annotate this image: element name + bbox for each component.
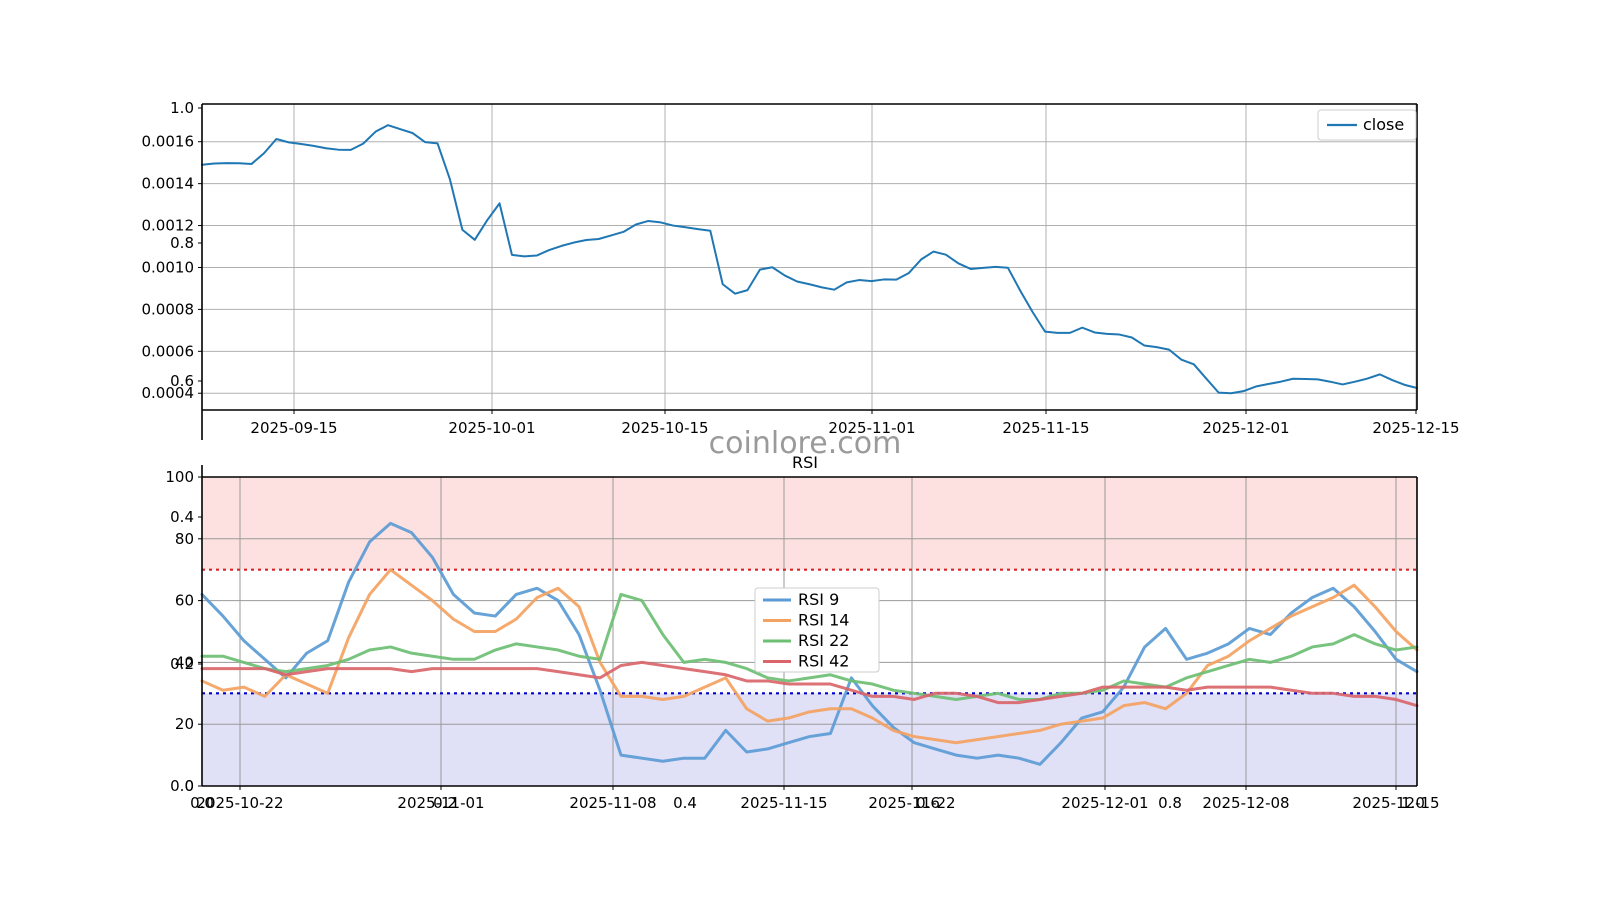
rsi-xtick-label: 2025-10-22 [196,794,283,812]
price-close-line [201,124,1418,395]
price-panel: 0.0004 0.0006 0.0008 0.0010 0.0012 0.0014 0.00… [142,99,1460,440]
rsi-overlay-xtick-label: 0.8 [1158,794,1182,812]
rsi-xtick-label: 2025-11-08 [569,794,656,812]
rsi-legend-label-rsi-42: RSI 42 [798,652,849,671]
price-xtick-label: 2025-11-01 [828,419,915,437]
price-xtick-label: 2025-12-15 [1372,419,1459,437]
rsi-ytick-label: 20 [175,715,194,733]
rsi-ytick-label: 100 [165,468,194,486]
rsi-overlay-xtick-label: 0.0 [190,794,214,812]
rsi-xtick-label: 2025-12-15 [1352,794,1439,812]
rsi-overlay-ytick-label: 0.0 [170,777,194,795]
rsi-panel-title: RSI [792,453,818,472]
rsi-overlay-xtick-label: 0.2 [433,794,457,812]
rsi-legend-box [754,587,880,673]
rsi-overlay-ytick-label: 0.2 [170,655,194,673]
price-xtick-label: 2025-12-01 [1202,419,1289,437]
price-legend-box [1317,109,1417,141]
price-plot-area [202,104,1417,410]
rsi-xtick-label: 2025-11-15 [740,794,827,812]
rsi-ytick-label: 0 [184,777,194,795]
price-ytick-label: 0.0008 [142,300,195,318]
rsi-line-rsi-14 [200,568,1419,745]
rsi-legend-label-rsi-22: RSI 22 [798,631,849,650]
rsi-xtick-label: 2025-11-01 [397,794,484,812]
rsi-xtick-label: 2025-12-01 [1061,794,1148,812]
rsi-oversold-band [202,693,1417,786]
rsi-xtick-label: 2025-11-22 [868,794,955,812]
rsi-line-rsi-9 [200,521,1419,766]
price-xtick-label: 2025-10-15 [621,419,708,437]
price-xtick-label: 2025-11-15 [1002,419,1089,437]
price-ytick-label: 0.0014 [142,175,195,193]
rsi-ytick-label: 60 [175,592,194,610]
rsi-overbought-band [202,477,1417,570]
price-ytick-label: 0.0016 [142,133,195,151]
rsi-overlay-ytick-label: 0.4 [170,508,194,526]
rsi-overlay-xtick-label: 0.4 [673,794,697,812]
price-xtick-label: 2025-10-01 [448,419,535,437]
price-legend: close [1317,109,1417,141]
price-ytick-label: 0.0006 [142,342,195,360]
rsi-line-rsi-42 [200,660,1419,708]
rsi-legend-label-rsi-9: RSI 9 [798,590,839,609]
price-ytick-label: 0.0012 [142,217,195,235]
price-overlay-ytick-label: 0.8 [170,234,194,252]
rsi-ytick-label: 40 [175,653,194,671]
price-overlay-ytick-label: 0.6 [170,372,194,390]
rsi-legend-label-rsi-14: RSI 14 [798,611,849,630]
watermark-text: coinlore.com [709,426,902,461]
rsi-ytick-label: 80 [175,530,194,548]
price-xtick-label: 2025-09-15 [250,419,337,437]
rsi-overlay-xtick-label: 1.0 [1401,794,1425,812]
price-legend-label-close: close [1363,115,1404,134]
rsi-line-rsi-22 [200,592,1419,701]
price-ytick-label: 0.0010 [142,258,195,276]
rsi-overlay-xtick-label: 0.6 [916,794,940,812]
rsi-xtick-label: 2025-12-08 [1202,794,1289,812]
price-ytick-label: 0.0004 [142,384,195,402]
price-overlay-ytick-label: 1.0 [170,99,194,117]
